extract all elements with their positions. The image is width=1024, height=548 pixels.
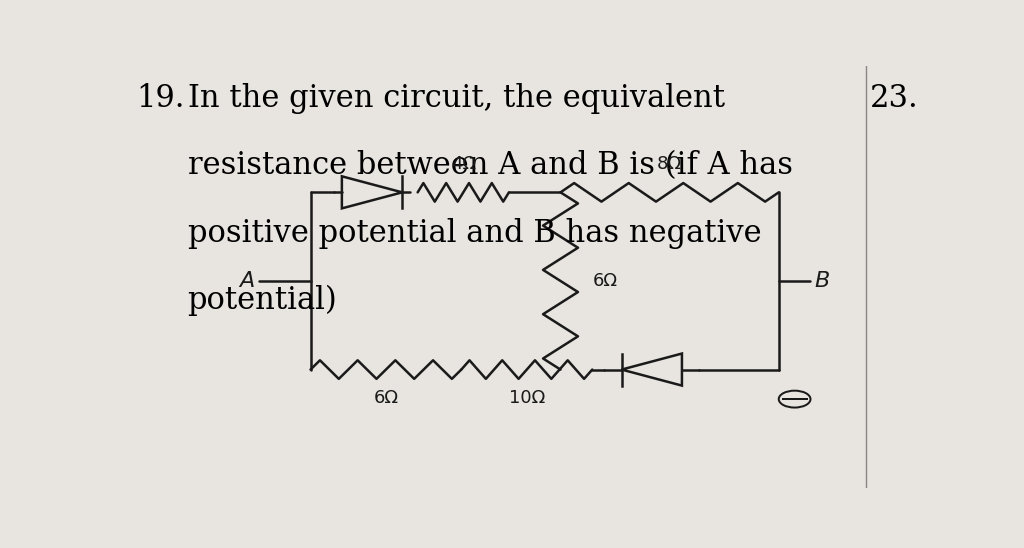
Text: potential): potential) bbox=[187, 285, 337, 316]
Text: In the given circuit, the equivalent: In the given circuit, the equivalent bbox=[187, 83, 725, 113]
Text: 4Ω: 4Ω bbox=[451, 156, 476, 173]
Text: 6Ω: 6Ω bbox=[592, 272, 617, 290]
Text: A: A bbox=[240, 271, 255, 291]
Text: 8Ω: 8Ω bbox=[657, 156, 682, 173]
Text: 6Ω: 6Ω bbox=[374, 389, 398, 407]
Text: 23.: 23. bbox=[870, 83, 919, 113]
Text: 10Ω: 10Ω bbox=[509, 389, 545, 407]
Text: 19.: 19. bbox=[136, 83, 184, 113]
Text: positive potential and B has negative: positive potential and B has negative bbox=[187, 218, 761, 249]
Text: B: B bbox=[815, 271, 830, 291]
Text: resistance between A and B is (if A has: resistance between A and B is (if A has bbox=[187, 150, 793, 181]
